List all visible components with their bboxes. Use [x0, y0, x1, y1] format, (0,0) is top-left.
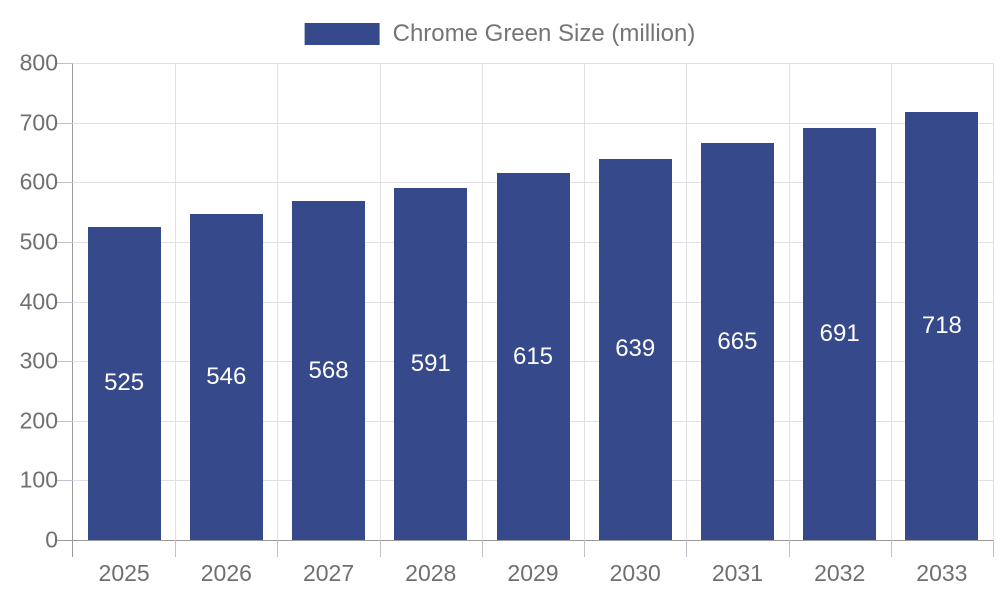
y-tick-label-500: 500: [19, 228, 58, 255]
v-gridline: [379, 63, 381, 540]
bar-value-label: 546: [206, 363, 247, 391]
x-tick: [788, 540, 790, 557]
v-gridline: [993, 63, 994, 540]
y-tick-label-200: 200: [19, 407, 58, 434]
x-tick-label-2029: 2029: [507, 560, 559, 586]
x-tick-label-2027: 2027: [302, 560, 355, 586]
x-tick: [175, 540, 177, 557]
y-tick: [55, 361, 73, 363]
x-tick-label-2026: 2026: [200, 560, 252, 586]
h-gridline: [73, 63, 993, 64]
bar-value-label: 691: [819, 319, 860, 347]
y-tick-label-800: 800: [19, 49, 58, 76]
v-gridline: [584, 63, 586, 540]
bar-2029: 615: [496, 173, 570, 540]
bar-value-label: 568: [308, 356, 349, 384]
bar-2028: 591: [394, 187, 468, 540]
legend-swatch: [304, 23, 380, 45]
y-tick: [55, 122, 73, 124]
x-tick-label-2025: 2025: [98, 560, 150, 586]
y-tick: [55, 480, 73, 482]
x-tick: [890, 540, 892, 557]
y-axis-line: [72, 63, 73, 557]
x-tick: [379, 540, 381, 557]
x-tick-label-2032: 2032: [814, 560, 866, 586]
bar-value-label: 525: [104, 369, 145, 397]
x-tick: [993, 540, 994, 557]
x-tick: [277, 540, 279, 557]
bar-value-label: 591: [410, 349, 451, 377]
bar-2033: 718: [905, 111, 979, 540]
y-tick-label-400: 400: [19, 288, 58, 314]
y-tick: [55, 63, 73, 64]
v-gridline: [175, 63, 177, 540]
y-tick-label-700: 700: [19, 109, 58, 136]
y-tick: [55, 420, 73, 422]
y-tick: [55, 301, 73, 303]
y-tick: [55, 241, 73, 243]
y-tick: [55, 182, 73, 184]
bar-2026: 546: [189, 214, 263, 540]
legend-item[interactable]: Chrome Green Size (million): [304, 20, 696, 48]
bar-2032: 691: [803, 127, 877, 540]
bar-2025: 525: [87, 226, 161, 540]
h-gridline: [73, 122, 993, 124]
x-tick: [584, 540, 586, 557]
bar-2027: 568: [292, 201, 366, 540]
x-axis-line: [55, 540, 993, 541]
x-tick-label-2031: 2031: [711, 560, 764, 586]
y-tick-label-0: 0: [45, 526, 58, 553]
v-gridline: [481, 63, 483, 540]
v-gridline: [890, 63, 892, 540]
x-tick: [481, 540, 483, 557]
y-tick-label-100: 100: [19, 466, 58, 493]
bar-2031: 665: [700, 143, 774, 540]
x-tick-label-2030: 2030: [609, 560, 661, 586]
bar-value-label: 639: [615, 335, 656, 363]
y-tick-label-600: 600: [19, 168, 58, 195]
bar-value-label: 718: [921, 311, 962, 339]
v-gridline: [788, 63, 790, 540]
x-tick: [686, 540, 688, 557]
x-tick-label-2033: 2033: [916, 560, 968, 586]
y-tick-label-300: 300: [19, 347, 58, 374]
v-gridline: [277, 63, 279, 540]
v-gridline: [686, 63, 688, 540]
legend-label: Chrome Green Size (million): [392, 20, 696, 47]
bar-value-label: 615: [512, 342, 554, 370]
bar-value-label: 665: [717, 327, 758, 355]
bar-2030: 639: [598, 158, 672, 540]
x-tick-label-2028: 2028: [405, 560, 457, 586]
